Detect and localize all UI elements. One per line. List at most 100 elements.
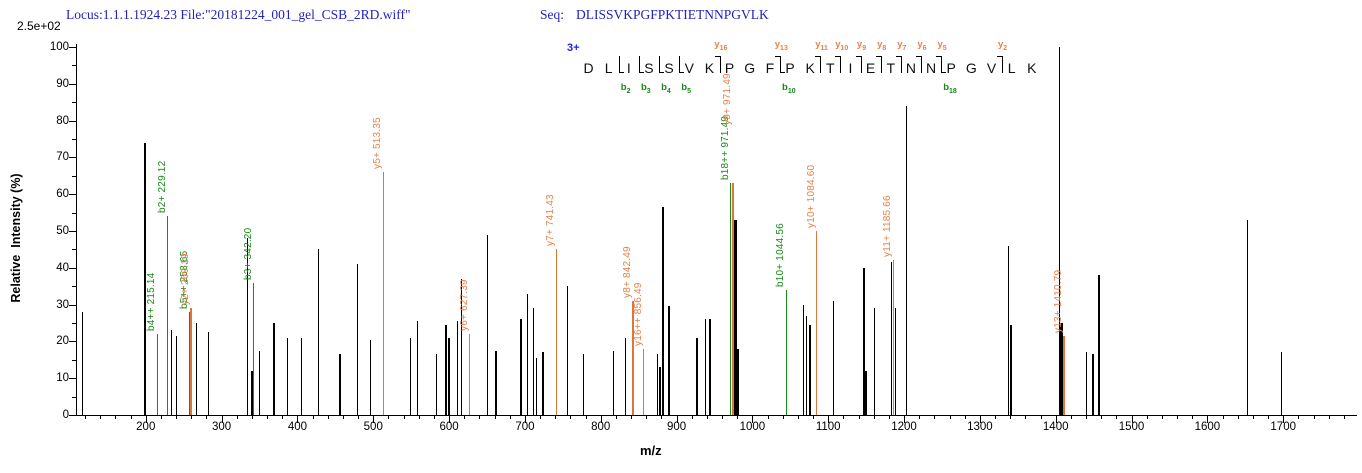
residue: D xyxy=(583,60,594,76)
x-axis-title: m/z xyxy=(640,443,662,458)
spectrum-peak xyxy=(809,324,811,415)
x-tick-label: 1700 xyxy=(1270,421,1296,433)
cleavage-divider xyxy=(780,56,781,73)
x-major-tick xyxy=(1283,415,1285,423)
x-minor-tick xyxy=(160,415,162,419)
x-tick-label: 1500 xyxy=(1118,421,1145,433)
cleavage-divider xyxy=(820,56,822,73)
y-major-tick xyxy=(69,120,76,122)
x-major-tick xyxy=(297,415,299,423)
b-ion-hook xyxy=(618,72,624,73)
residue: P xyxy=(724,60,735,76)
residue: G xyxy=(744,60,756,76)
y-major-tick xyxy=(69,157,76,159)
x-minor-tick xyxy=(1101,415,1103,419)
y-tick-label: 100 xyxy=(49,41,69,53)
spectrum-peak xyxy=(495,350,497,415)
x-major-tick xyxy=(221,415,223,423)
x-minor-tick xyxy=(100,415,102,419)
x-tick-label: 1200 xyxy=(891,421,917,433)
residue: S xyxy=(644,60,654,76)
x-minor-tick xyxy=(1116,415,1118,419)
x-minor-tick xyxy=(267,415,269,419)
spectrum-peak xyxy=(1281,352,1283,415)
cleavage-divider xyxy=(900,56,902,73)
x-minor-tick xyxy=(403,415,405,419)
b-ion-peak xyxy=(730,183,732,415)
x-tick-label: 200 xyxy=(136,421,156,433)
x-minor-tick xyxy=(691,415,693,419)
spectrum-peak xyxy=(176,335,178,415)
x-minor-tick xyxy=(1040,415,1042,419)
y-ion-hook xyxy=(895,56,901,57)
x-minor-tick xyxy=(1222,415,1224,419)
x-tick-label: 1000 xyxy=(739,421,766,433)
x-axis-line xyxy=(76,415,1357,416)
b-ion-marker: b18 xyxy=(943,82,957,95)
peak-label: y10+ 1084.60 xyxy=(805,164,817,228)
spectrum-peak xyxy=(612,350,615,415)
b-ion-hook xyxy=(780,72,785,73)
x-minor-tick xyxy=(540,415,542,419)
x-tick-label: 1300 xyxy=(967,421,993,433)
x-minor-tick xyxy=(464,415,466,419)
x-minor-tick xyxy=(1177,415,1179,419)
cleavage-divider xyxy=(618,56,620,73)
spectrum-peak xyxy=(1246,219,1249,415)
x-major-tick xyxy=(1055,415,1057,423)
y-minor-tick xyxy=(72,102,76,104)
x-minor-tick xyxy=(858,415,860,419)
x-minor-tick xyxy=(236,415,238,419)
x-tick-label: 500 xyxy=(363,421,383,433)
y-major-tick xyxy=(69,83,76,85)
x-minor-tick xyxy=(706,415,708,419)
x-major-tick xyxy=(600,415,602,423)
y-tick-label: 60 xyxy=(56,188,69,201)
spectrum-peak xyxy=(460,278,462,415)
x-minor-tick xyxy=(509,415,511,419)
y-ion-peak xyxy=(469,334,471,415)
cleavage-divider xyxy=(638,56,640,73)
x-minor-tick xyxy=(615,415,617,419)
residue: V xyxy=(684,60,694,76)
x-minor-tick xyxy=(843,415,845,419)
spectrum-peak xyxy=(737,348,739,415)
spectrum-peak xyxy=(905,105,907,415)
y-ion-peak xyxy=(892,260,894,415)
y-tick-label: 80 xyxy=(56,114,69,127)
spectrum-peak xyxy=(863,267,865,415)
x-minor-tick xyxy=(570,415,572,419)
residue: S xyxy=(664,60,674,76)
spectrum-peak xyxy=(566,286,569,415)
cleavage-divider xyxy=(880,56,882,73)
x-minor-tick xyxy=(433,415,435,419)
x-minor-tick xyxy=(631,415,633,419)
spectrum-peak xyxy=(656,354,659,415)
spectrum-peak xyxy=(416,321,418,415)
residue: V xyxy=(986,60,997,76)
x-minor-tick xyxy=(206,415,208,419)
y-ion-marker: y16 xyxy=(714,39,728,52)
residue: N xyxy=(925,60,937,76)
precursor-charge-label: 3+ xyxy=(567,42,580,54)
x-minor-tick xyxy=(797,415,799,419)
y-tick-label: 90 xyxy=(56,77,69,90)
x-minor-tick xyxy=(737,415,739,419)
y-ion-peak xyxy=(632,300,634,415)
x-minor-tick xyxy=(1237,415,1239,419)
x-minor-tick xyxy=(1268,415,1270,419)
x-minor-tick xyxy=(888,415,890,419)
x-minor-tick xyxy=(1146,415,1148,419)
spectrum-peak xyxy=(582,354,584,415)
spectrum-peak xyxy=(805,315,807,415)
residue: K xyxy=(704,60,715,76)
y-major-tick xyxy=(69,231,76,232)
spectrum-peak xyxy=(409,337,412,415)
x-tick-label: 1600 xyxy=(1194,421,1221,433)
x-minor-tick xyxy=(327,415,329,419)
peak-label: b3+ 342.20 xyxy=(242,227,254,280)
residue: K xyxy=(805,60,815,76)
spectrum-peak xyxy=(1058,47,1061,415)
y-minor-tick xyxy=(72,175,76,177)
spectrum-peak xyxy=(520,319,522,415)
